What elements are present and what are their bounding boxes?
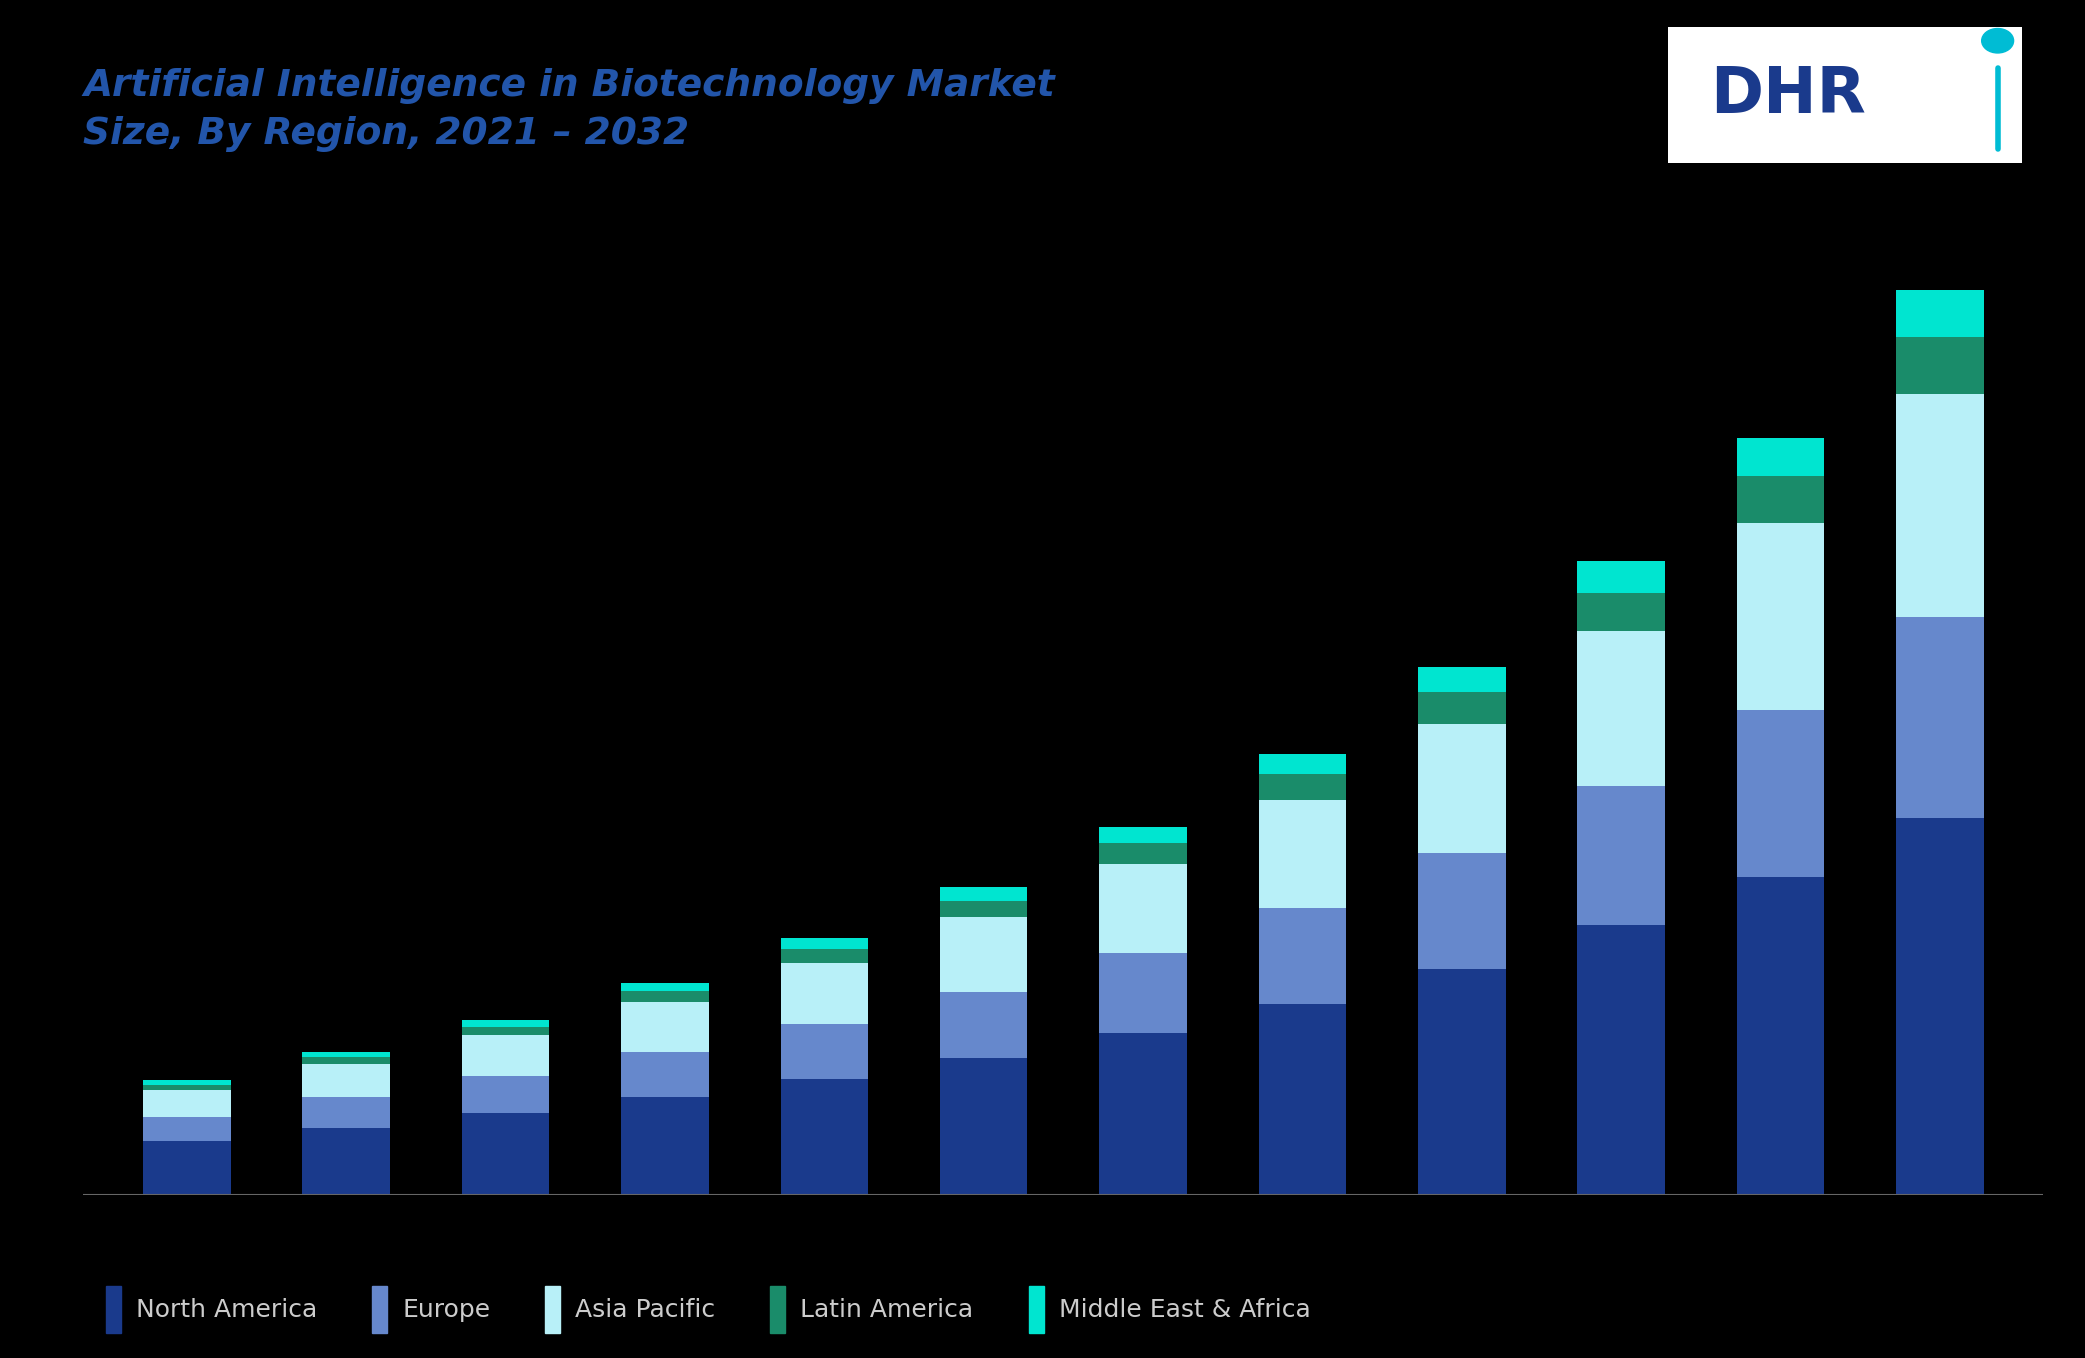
Bar — [1418, 693, 1505, 724]
Bar — [621, 983, 709, 991]
Bar — [940, 900, 1028, 918]
Bar — [621, 991, 709, 1002]
Bar — [302, 1065, 390, 1097]
Bar — [1099, 864, 1186, 953]
Bar — [302, 1097, 390, 1127]
Bar — [1259, 754, 1347, 774]
Bar — [621, 1052, 709, 1097]
Bar — [940, 991, 1028, 1058]
Bar — [1576, 592, 1664, 631]
Bar — [144, 1080, 231, 1085]
Bar — [144, 1141, 231, 1195]
Bar — [1895, 818, 1983, 1195]
Text: Artificial Intelligence in Biotechnology Market
Size, By Region, 2021 – 2032: Artificial Intelligence in Biotechnology… — [83, 68, 1055, 152]
Bar — [1259, 907, 1347, 1004]
Bar — [1418, 853, 1505, 968]
Bar — [302, 1057, 390, 1065]
Bar — [1099, 953, 1186, 1033]
Bar — [1895, 617, 1983, 818]
Bar — [1576, 561, 1664, 592]
Bar — [780, 1024, 867, 1078]
Bar — [1418, 667, 1505, 693]
Bar — [463, 1027, 550, 1035]
Bar — [621, 1002, 709, 1052]
Bar — [463, 1020, 550, 1027]
Bar — [780, 938, 867, 949]
Bar — [1576, 786, 1664, 925]
Bar — [1259, 1004, 1347, 1195]
Bar — [302, 1051, 390, 1057]
Bar — [144, 1090, 231, 1116]
Bar — [1099, 827, 1186, 843]
Bar — [1418, 724, 1505, 853]
Bar — [1576, 925, 1664, 1195]
Bar — [1895, 337, 1983, 394]
Bar — [1737, 523, 1824, 710]
Bar — [1737, 439, 1824, 477]
Bar — [463, 1077, 550, 1114]
Legend: North America, Europe, Asia Pacific, Latin America, Middle East & Africa: North America, Europe, Asia Pacific, Lat… — [96, 1277, 1320, 1343]
Bar — [1576, 631, 1664, 786]
Bar — [1259, 774, 1347, 800]
Bar — [1737, 877, 1824, 1195]
Bar — [940, 1058, 1028, 1195]
Bar — [780, 949, 867, 963]
Bar — [302, 1127, 390, 1195]
Bar — [621, 1097, 709, 1195]
Text: DHR: DHR — [1710, 64, 1866, 126]
FancyBboxPatch shape — [1666, 26, 2025, 164]
Bar — [780, 963, 867, 1024]
Bar — [1418, 968, 1505, 1195]
Bar — [1099, 843, 1186, 864]
Bar — [1895, 394, 1983, 617]
Bar — [1099, 1033, 1186, 1195]
Bar — [144, 1116, 231, 1141]
Bar — [1259, 800, 1347, 907]
Bar — [940, 918, 1028, 991]
Bar — [1737, 477, 1824, 523]
Bar — [1895, 289, 1983, 337]
Bar — [144, 1085, 231, 1090]
Bar — [780, 1078, 867, 1195]
Bar — [1737, 710, 1824, 877]
Bar — [463, 1035, 550, 1077]
Bar — [940, 887, 1028, 900]
Bar — [463, 1114, 550, 1195]
Circle shape — [1981, 29, 2014, 53]
